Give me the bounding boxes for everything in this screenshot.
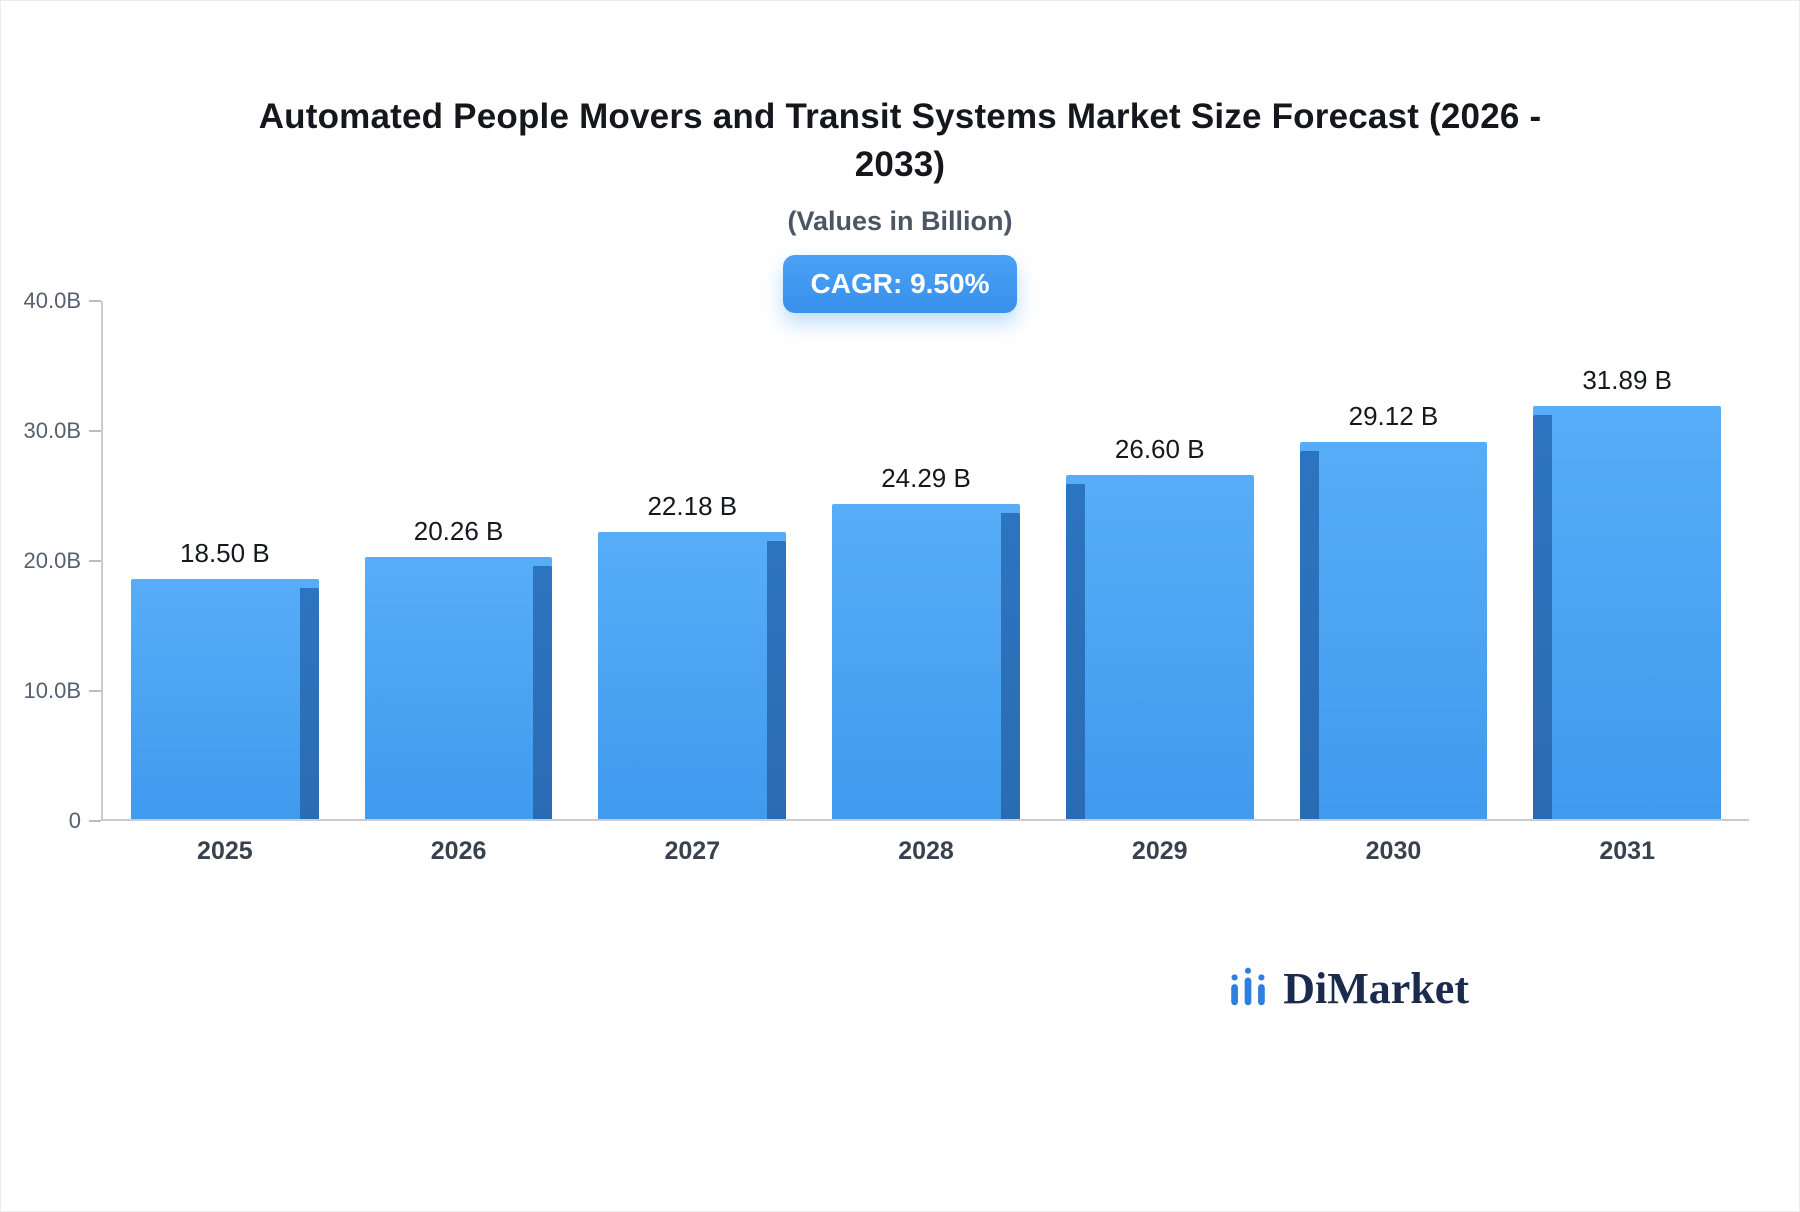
bar <box>1299 441 1488 819</box>
y-tick-mark <box>89 300 101 302</box>
x-axis-label: 2031 <box>1599 837 1655 865</box>
bar-depth-face <box>1000 513 1020 819</box>
bar-depth-face <box>533 565 553 819</box>
y-tick-label: 0 <box>68 808 81 833</box>
brand-name: DiMarket <box>1283 964 1469 1013</box>
bar-value-label: 20.26 B <box>413 515 504 546</box>
bar-value-label: 22.18 B <box>647 490 738 521</box>
bar <box>598 531 787 819</box>
bar-depth-face <box>299 588 319 819</box>
y-tick: 40.0B <box>23 288 101 314</box>
y-tick-label: 20.0B <box>23 548 82 573</box>
bar-group: 18.50 B 2025 <box>131 301 319 865</box>
bar <box>832 504 1020 819</box>
bar-value-label: 29.12 B <box>1348 400 1439 431</box>
y-tick-mark <box>89 820 101 822</box>
bar-depth-face <box>1065 483 1085 819</box>
bar-value-label: 18.50 B <box>180 538 270 569</box>
bar-group: 22.18 B 2027 <box>598 301 787 865</box>
x-axis-label: 2030 <box>1365 837 1422 865</box>
brand-bar-chart-icon <box>1231 967 1266 1006</box>
bar <box>364 556 553 819</box>
chart-region: 40.0B 30.0B 20.0B 10.0B 0 18.50 B 2025 20.26 B… <box>23 288 1749 865</box>
y-tick: 30.0B <box>23 418 101 444</box>
x-axis-label: 2026 <box>430 837 487 865</box>
bar <box>131 579 319 819</box>
bar-depth-face <box>1299 450 1319 819</box>
bar-group: 20.26 B 2026 <box>364 301 553 865</box>
plot-area: 18.50 B 2025 20.26 B 2026 22.18 B 2027 24.29 B… <box>101 301 1749 865</box>
y-tick-mark <box>89 560 101 562</box>
bar <box>1065 474 1254 819</box>
y-tick-label: 10.0B <box>23 678 82 703</box>
y-tick-mark <box>89 430 101 432</box>
bar-depth-face <box>767 540 787 819</box>
x-axis-label: 2029 <box>1131 837 1188 865</box>
y-tick-label: 40.0B <box>23 288 82 313</box>
bar-value-label: 24.29 B <box>881 463 971 494</box>
x-axis-label: 2025 <box>197 837 253 865</box>
x-axis-label: 2027 <box>664 837 721 865</box>
bar-depth-face <box>1533 415 1553 819</box>
bar-value-label: 26.60 B <box>1114 433 1205 464</box>
bar-group: 31.89 B 2031 <box>1533 301 1722 865</box>
bar-group: 29.12 B 2030 <box>1299 301 1488 865</box>
bar-group: 24.29 B 2028 <box>832 301 1020 865</box>
bar-group: 26.60 B 2029 <box>1065 301 1254 865</box>
x-axis-label: 2028 <box>898 837 954 865</box>
y-axis: 40.0B 30.0B 20.0B 10.0B 0 <box>23 288 101 833</box>
brand-logo: DiMarket <box>1225 965 1469 1011</box>
y-tick-label: 30.0B <box>23 418 82 443</box>
chart-header: Automated People Movers and Transit Syst… <box>1 1 1799 313</box>
y-tick: 20.0B <box>23 548 101 574</box>
bar <box>1533 406 1722 819</box>
y-tick-mark <box>89 690 101 692</box>
y-tick: 10.0B <box>23 678 101 704</box>
chart-subtitle: (Values in Billion) <box>787 205 1013 236</box>
chart-title: Automated People Movers and Transit Syst… <box>258 97 1542 185</box>
bar-value-label: 31.89 B <box>1582 365 1672 396</box>
y-tick: 0 <box>69 808 101 834</box>
cagr-badge: CAGR: 9.50% <box>782 254 1018 313</box>
